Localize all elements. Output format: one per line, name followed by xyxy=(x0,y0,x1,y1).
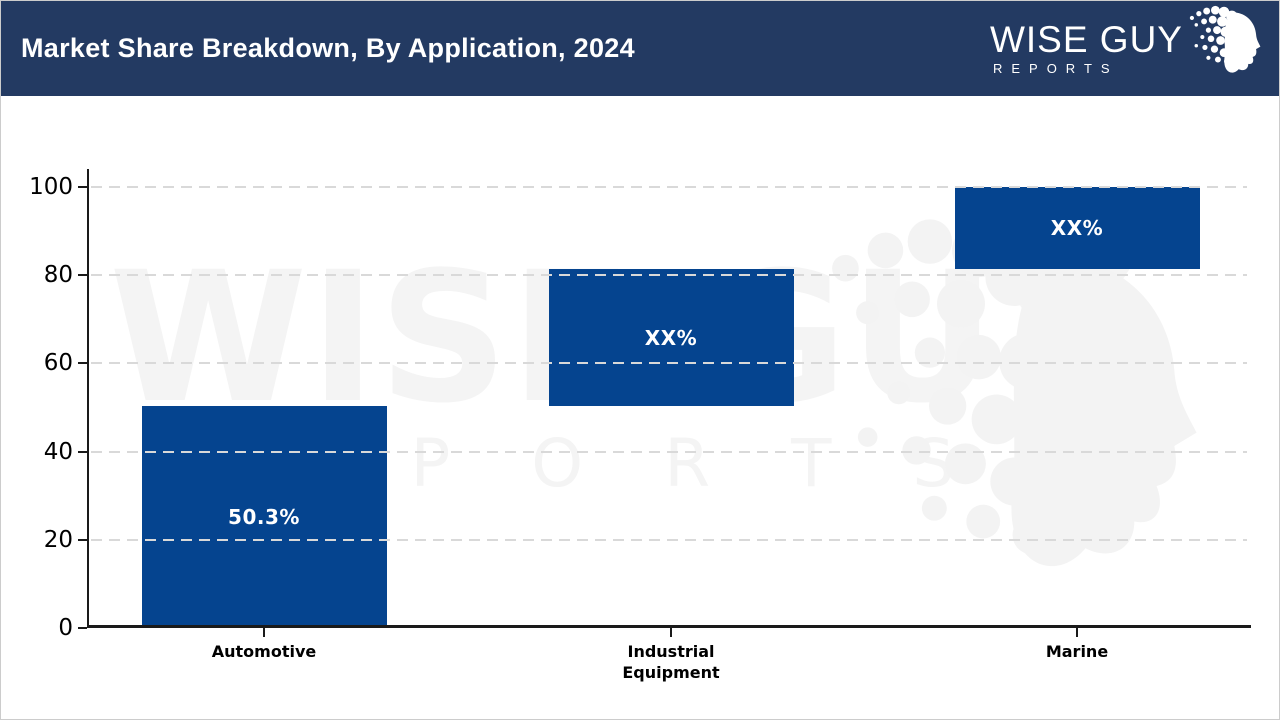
x-category-label-marine: Marine xyxy=(1045,642,1109,661)
page-title: Market Share Breakdown, By Application, … xyxy=(21,33,635,63)
brand-subtitle: REPORTS xyxy=(992,61,1119,76)
x-tick-mark xyxy=(263,628,265,637)
x-axis-spine xyxy=(87,625,1251,628)
brand-logo-text: WISE GUY REPORTS xyxy=(990,21,1183,76)
x-category-label-automotive: Automotive xyxy=(211,642,317,661)
bar-segment-marine: XX% xyxy=(954,187,1200,270)
y-tick-mark xyxy=(78,274,87,277)
bar-value-label: 50.3% xyxy=(228,505,300,530)
bar-value-label: XX% xyxy=(644,325,698,350)
y-axis-spine xyxy=(87,169,89,628)
logo-face-icon xyxy=(1185,4,1263,94)
bar-segment-industrial-equipment: XX% xyxy=(548,269,794,407)
y-tick-label: 60 xyxy=(43,350,73,377)
y-tick-label: 100 xyxy=(29,174,73,200)
y-tick-label: 40 xyxy=(43,438,73,465)
x-category-label-industrial-equipment: Industrial Equipment xyxy=(622,642,720,683)
x-tick-mark xyxy=(1076,628,1078,637)
x-tick-mark xyxy=(670,628,672,637)
bar-segment-automotive: 50.3% xyxy=(141,406,387,628)
brand-logo: WISE GUY REPORTS xyxy=(990,4,1263,94)
y-tick-mark xyxy=(78,186,87,188)
header-bar: Market Share Breakdown, By Application, … xyxy=(1,1,1279,96)
y-tick-label: 20 xyxy=(43,526,73,553)
y-tick-mark xyxy=(78,362,87,365)
bar-value-label: XX% xyxy=(1050,216,1104,240)
y-tick-mark xyxy=(78,538,87,541)
y-tick-label: 80 xyxy=(43,262,73,289)
y-tick-mark xyxy=(78,627,87,629)
y-tick-mark xyxy=(78,450,87,453)
y-tick-label: 0 xyxy=(58,615,73,641)
brand-name: WISE GUY xyxy=(989,19,1183,60)
